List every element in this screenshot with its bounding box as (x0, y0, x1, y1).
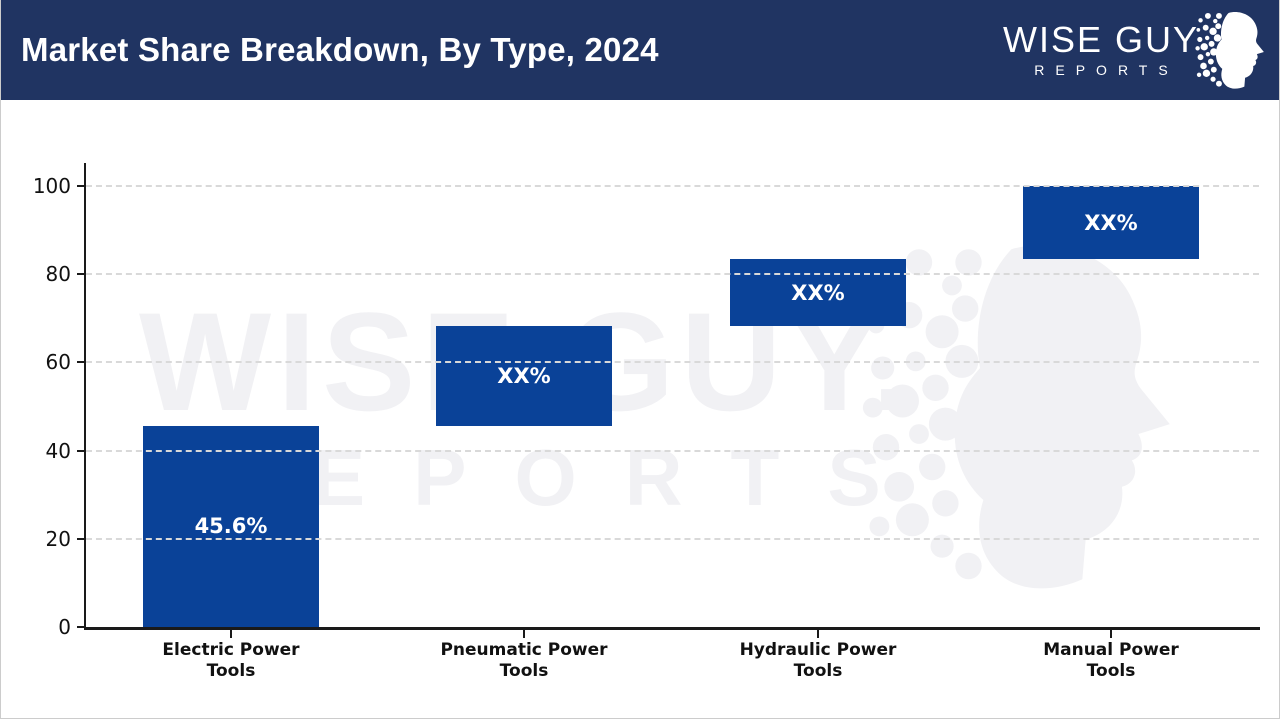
y-tick-mark (77, 185, 85, 187)
y-axis-line (84, 163, 86, 629)
y-tick-label: 60 (45, 350, 71, 375)
y-tick-mark (77, 537, 85, 540)
logo-wordmark: WISE GUY (1002, 19, 1199, 60)
gridline (86, 537, 1259, 540)
x-tick-mark (817, 630, 819, 638)
bar-segment (436, 325, 612, 426)
y-tick-label: 100 (32, 174, 71, 198)
y-tick-label: 0 (58, 615, 71, 639)
x-tick-mark (523, 630, 525, 638)
y-tick-mark (77, 361, 85, 364)
y-tick-label: 20 (45, 526, 71, 551)
logo-face-icon (1195, 11, 1264, 89)
bar-value-label: 45.6% (194, 514, 268, 539)
y-tick-mark (77, 626, 85, 628)
y-tick-mark (77, 273, 85, 276)
gridline (86, 273, 1259, 276)
bar-segment (730, 259, 906, 326)
gridline (86, 185, 1259, 187)
bar-value-label: XX% (497, 363, 551, 388)
logo-subtitle: REPORTS (1034, 62, 1179, 78)
x-category-label: Pneumatic Power Tools (440, 640, 608, 682)
y-tick-mark (77, 449, 85, 452)
bar-segment (1023, 186, 1199, 260)
bar-segment (143, 425, 319, 627)
gridline (86, 361, 1259, 364)
y-tick-label: 80 (45, 262, 71, 287)
y-tick-label: 40 (45, 438, 71, 463)
wise-guy-reports-logo: WISE GUY REPORTS (1003, 10, 1267, 91)
logo-text: WISE GUY REPORTS (1002, 19, 1199, 79)
bar-value-label: XX% (791, 280, 845, 305)
x-tick-mark (1110, 630, 1112, 638)
page-title: Market Share Breakdown, By Type, 2024 (21, 31, 659, 68)
x-tick-mark (230, 630, 232, 638)
x-axis-line (84, 627, 1260, 630)
header-band: Market Share Breakdown, By Type, 2024 WI… (1, 0, 1279, 100)
x-category-label: Hydraulic Power Tools (739, 640, 897, 682)
gridline (86, 449, 1259, 452)
bar-value-label: XX% (1084, 210, 1138, 235)
x-category-label: Manual Power Tools (1043, 640, 1179, 682)
x-category-label: Electric Power Tools (162, 640, 300, 682)
